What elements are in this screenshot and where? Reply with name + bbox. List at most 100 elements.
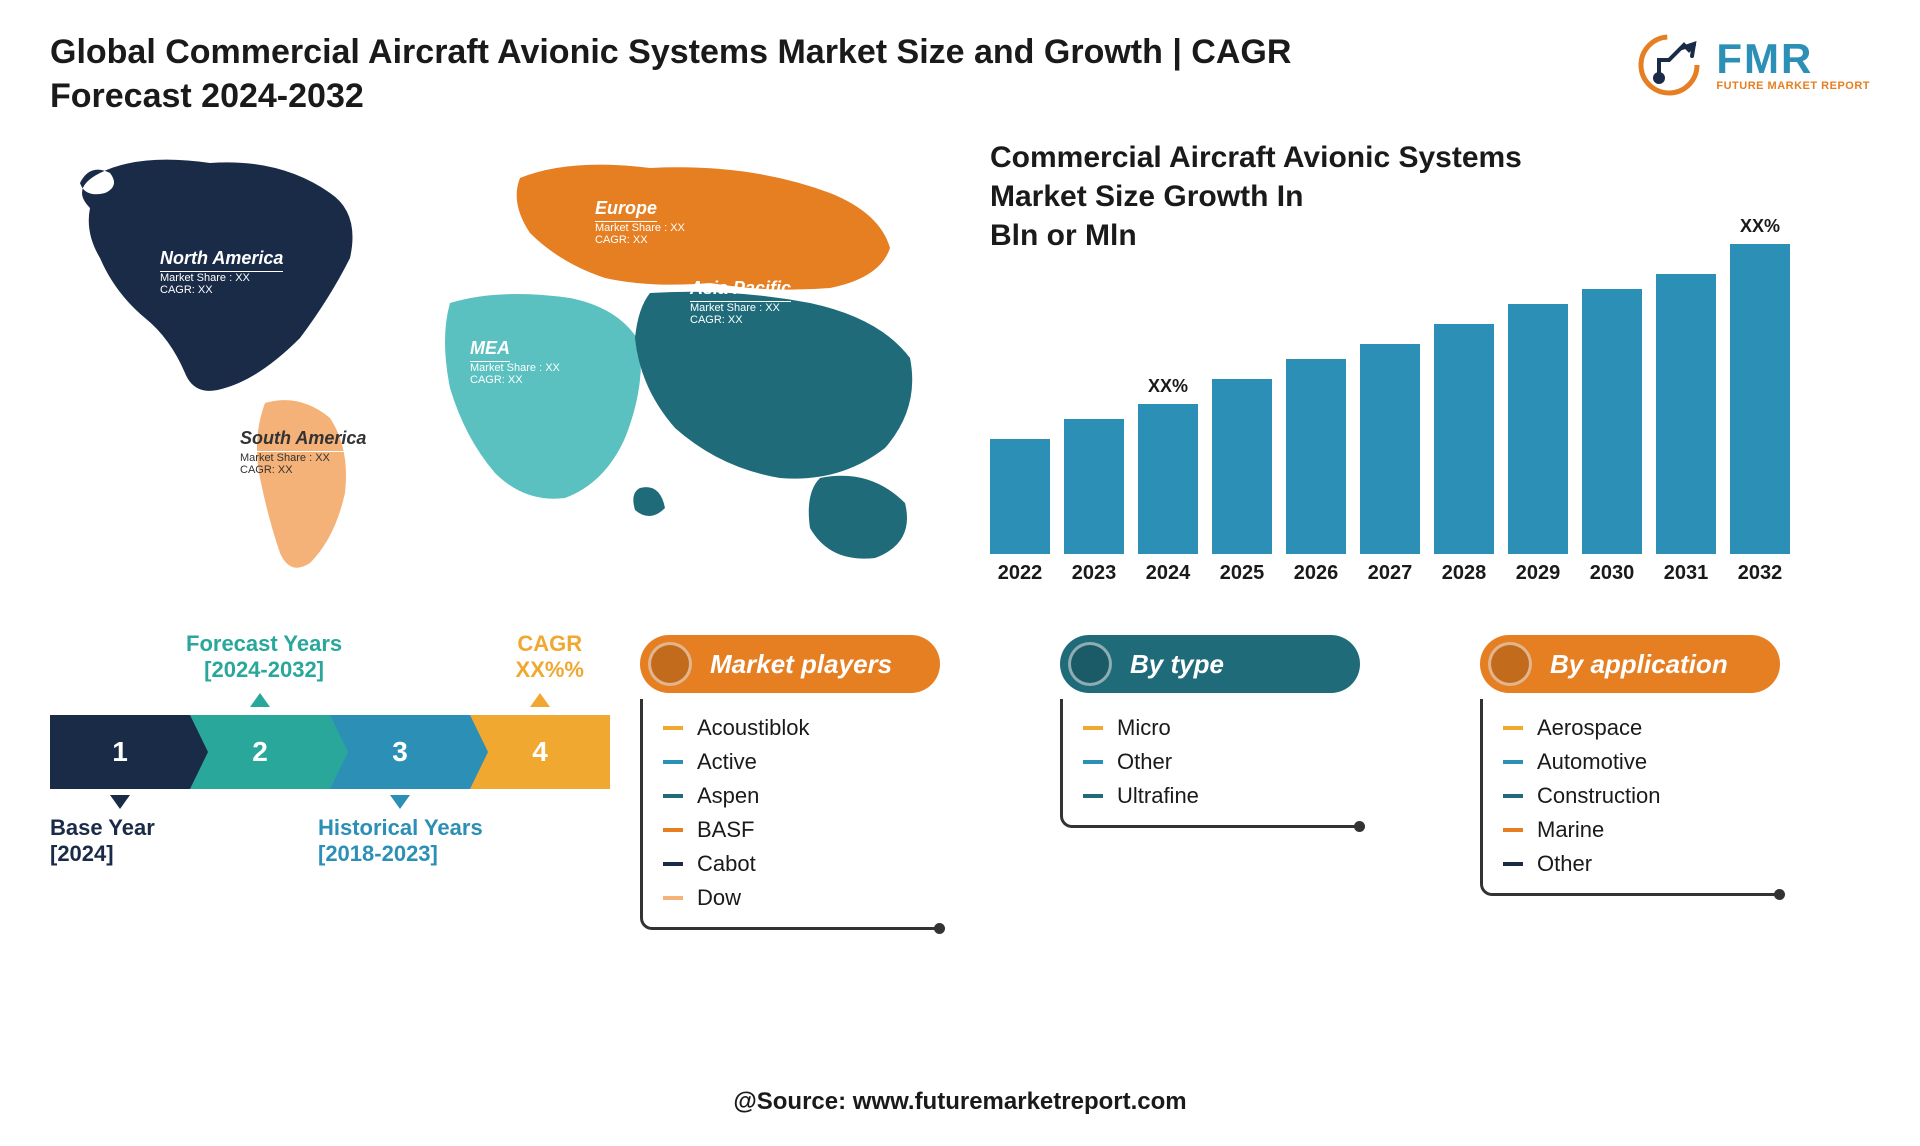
region-share: Market Share : XX [240,452,366,464]
dash-icon [1503,726,1523,730]
region-name: MEA [470,338,510,362]
region-name: Europe [595,198,657,222]
list-item-label: Other [1537,851,1592,877]
by-application-pill: By application [1480,635,1780,693]
market-players-list: AcoustiblokActiveAspenBASFCabotDow [640,699,940,930]
dash-icon [663,896,683,900]
dash-icon [663,862,683,866]
bar [1138,404,1198,554]
tl-num-1: 1 [112,736,128,768]
dash-icon [663,726,683,730]
dash-icon [1503,828,1523,832]
region-south-america [257,401,346,569]
pill-dot-icon [1488,642,1532,686]
page-title: Global Commercial Aircraft Avionic Syste… [50,30,1350,118]
list-item-label: Automotive [1537,749,1647,775]
timeline-box-4: 4 [470,715,610,789]
bar [1212,379,1272,554]
chart-title: Commercial Aircraft Avionic Systems Mark… [990,138,1870,255]
region-label-asia-pacific: Asia Pacific Market Share : XX CAGR: XX [690,278,791,326]
dash-icon [663,794,683,798]
logo: FMR FUTURE MARKET REPORT [1634,30,1870,100]
bar-item-2024: XX% 2024 [1138,404,1198,585]
bar-year-label: 2026 [1294,562,1339,585]
bar-year-label: 2027 [1368,562,1413,585]
list-item-label: Construction [1537,783,1661,809]
list-item-label: Aspen [697,783,759,809]
list-item-label: Ultrafine [1117,783,1199,809]
dash-icon [663,828,683,832]
region-share: Market Share : XX [160,272,283,284]
market-players-pill: Market players [640,635,940,693]
bar-item-2022: 2022 [990,439,1050,585]
dash-icon [1503,760,1523,764]
bar [1582,289,1642,554]
bar-year-label: 2024 [1146,562,1191,585]
list-item-label: Acoustiblok [697,715,810,741]
timeline-box-2: 2 [190,715,330,789]
dash-icon [1503,862,1523,866]
bar-year-label: 2029 [1516,562,1561,585]
triangle-up-icon [250,693,270,707]
bar-annotation: XX% [1148,376,1188,397]
bar-item-2023: 2023 [1064,419,1124,585]
label-forecast-l2: [2024-2032] [186,657,342,683]
timeline: Forecast Years [2024-2032] CAGR XX%% 1 2… [50,635,610,930]
bar-year-label: 2030 [1590,562,1635,585]
by-type-pill: By type [1060,635,1360,693]
world-map: North America Market Share : XX CAGR: XX… [50,138,950,578]
bar-item-2032: XX% 2032 [1730,244,1790,585]
market-players-title: Market players [710,649,892,680]
region-asia-pacific [633,292,912,559]
bar-year-label: 2023 [1072,562,1117,585]
list-item-label: Micro [1117,715,1171,741]
bar-chart: 2022 2023 XX% 2024 2025 2026 2027 2028 20… [990,265,1870,585]
label-historical: Historical Years [2018-2023] [318,815,483,867]
region-label-mea: MEA Market Share : XX CAGR: XX [470,338,560,386]
by-application-list: AerospaceAutomotiveConstructionMarineOth… [1480,699,1780,896]
bar [1730,244,1790,554]
list-item: BASF [663,813,940,847]
region-share: Market Share : XX [690,302,791,314]
bar-year-label: 2032 [1738,562,1783,585]
region-name: North America [160,248,283,272]
bar-item-2031: 2031 [1656,274,1716,585]
fmr-logo-icon [1634,30,1704,100]
label-cagr-l1: CAGR [517,631,582,656]
label-base: Base Year [2024] [50,815,155,867]
bar [1360,344,1420,554]
label-base-l1: Base Year [50,815,155,840]
label-cagr-l2: XX%% [516,657,584,683]
bar [1508,304,1568,554]
region-mea [445,294,641,499]
bar-year-label: 2022 [998,562,1043,585]
by-type-section: By type Micro Other Ultrafine [1060,635,1450,930]
by-application-section: By application AerospaceAutomotiveConstr… [1480,635,1870,930]
timeline-box-1: 1 [50,715,190,789]
list-item: Aspen [663,779,940,813]
region-cagr: CAGR: XX [160,284,283,296]
bar-year-label: 2025 [1220,562,1265,585]
bar [1656,274,1716,554]
region-share: Market Share : XX [595,222,685,234]
dash-icon [1083,726,1103,730]
list-item: Automotive [1503,745,1780,779]
bar-item-2027: 2027 [1360,344,1420,585]
bar-item-2026: 2026 [1286,359,1346,585]
bar-item-2028: 2028 [1434,324,1494,585]
list-item-label: Cabot [697,851,756,877]
label-historical-l1: Historical Years [318,815,483,840]
triangle-up-icon [530,693,550,707]
header: Global Commercial Aircraft Avionic Syste… [50,30,1870,118]
region-cagr: CAGR: XX [240,464,366,476]
list-item: Acoustiblok [663,711,940,745]
list-item-label: Marine [1537,817,1604,843]
list-item: Micro [1083,711,1360,745]
by-type-title: By type [1130,649,1224,680]
bar-year-label: 2028 [1442,562,1487,585]
list-item-label: Other [1117,749,1172,775]
by-application-title: By application [1550,649,1728,680]
list-item: Ultrafine [1083,779,1360,813]
label-base-l2: [2024] [50,841,155,867]
list-item-label: BASF [697,817,754,843]
